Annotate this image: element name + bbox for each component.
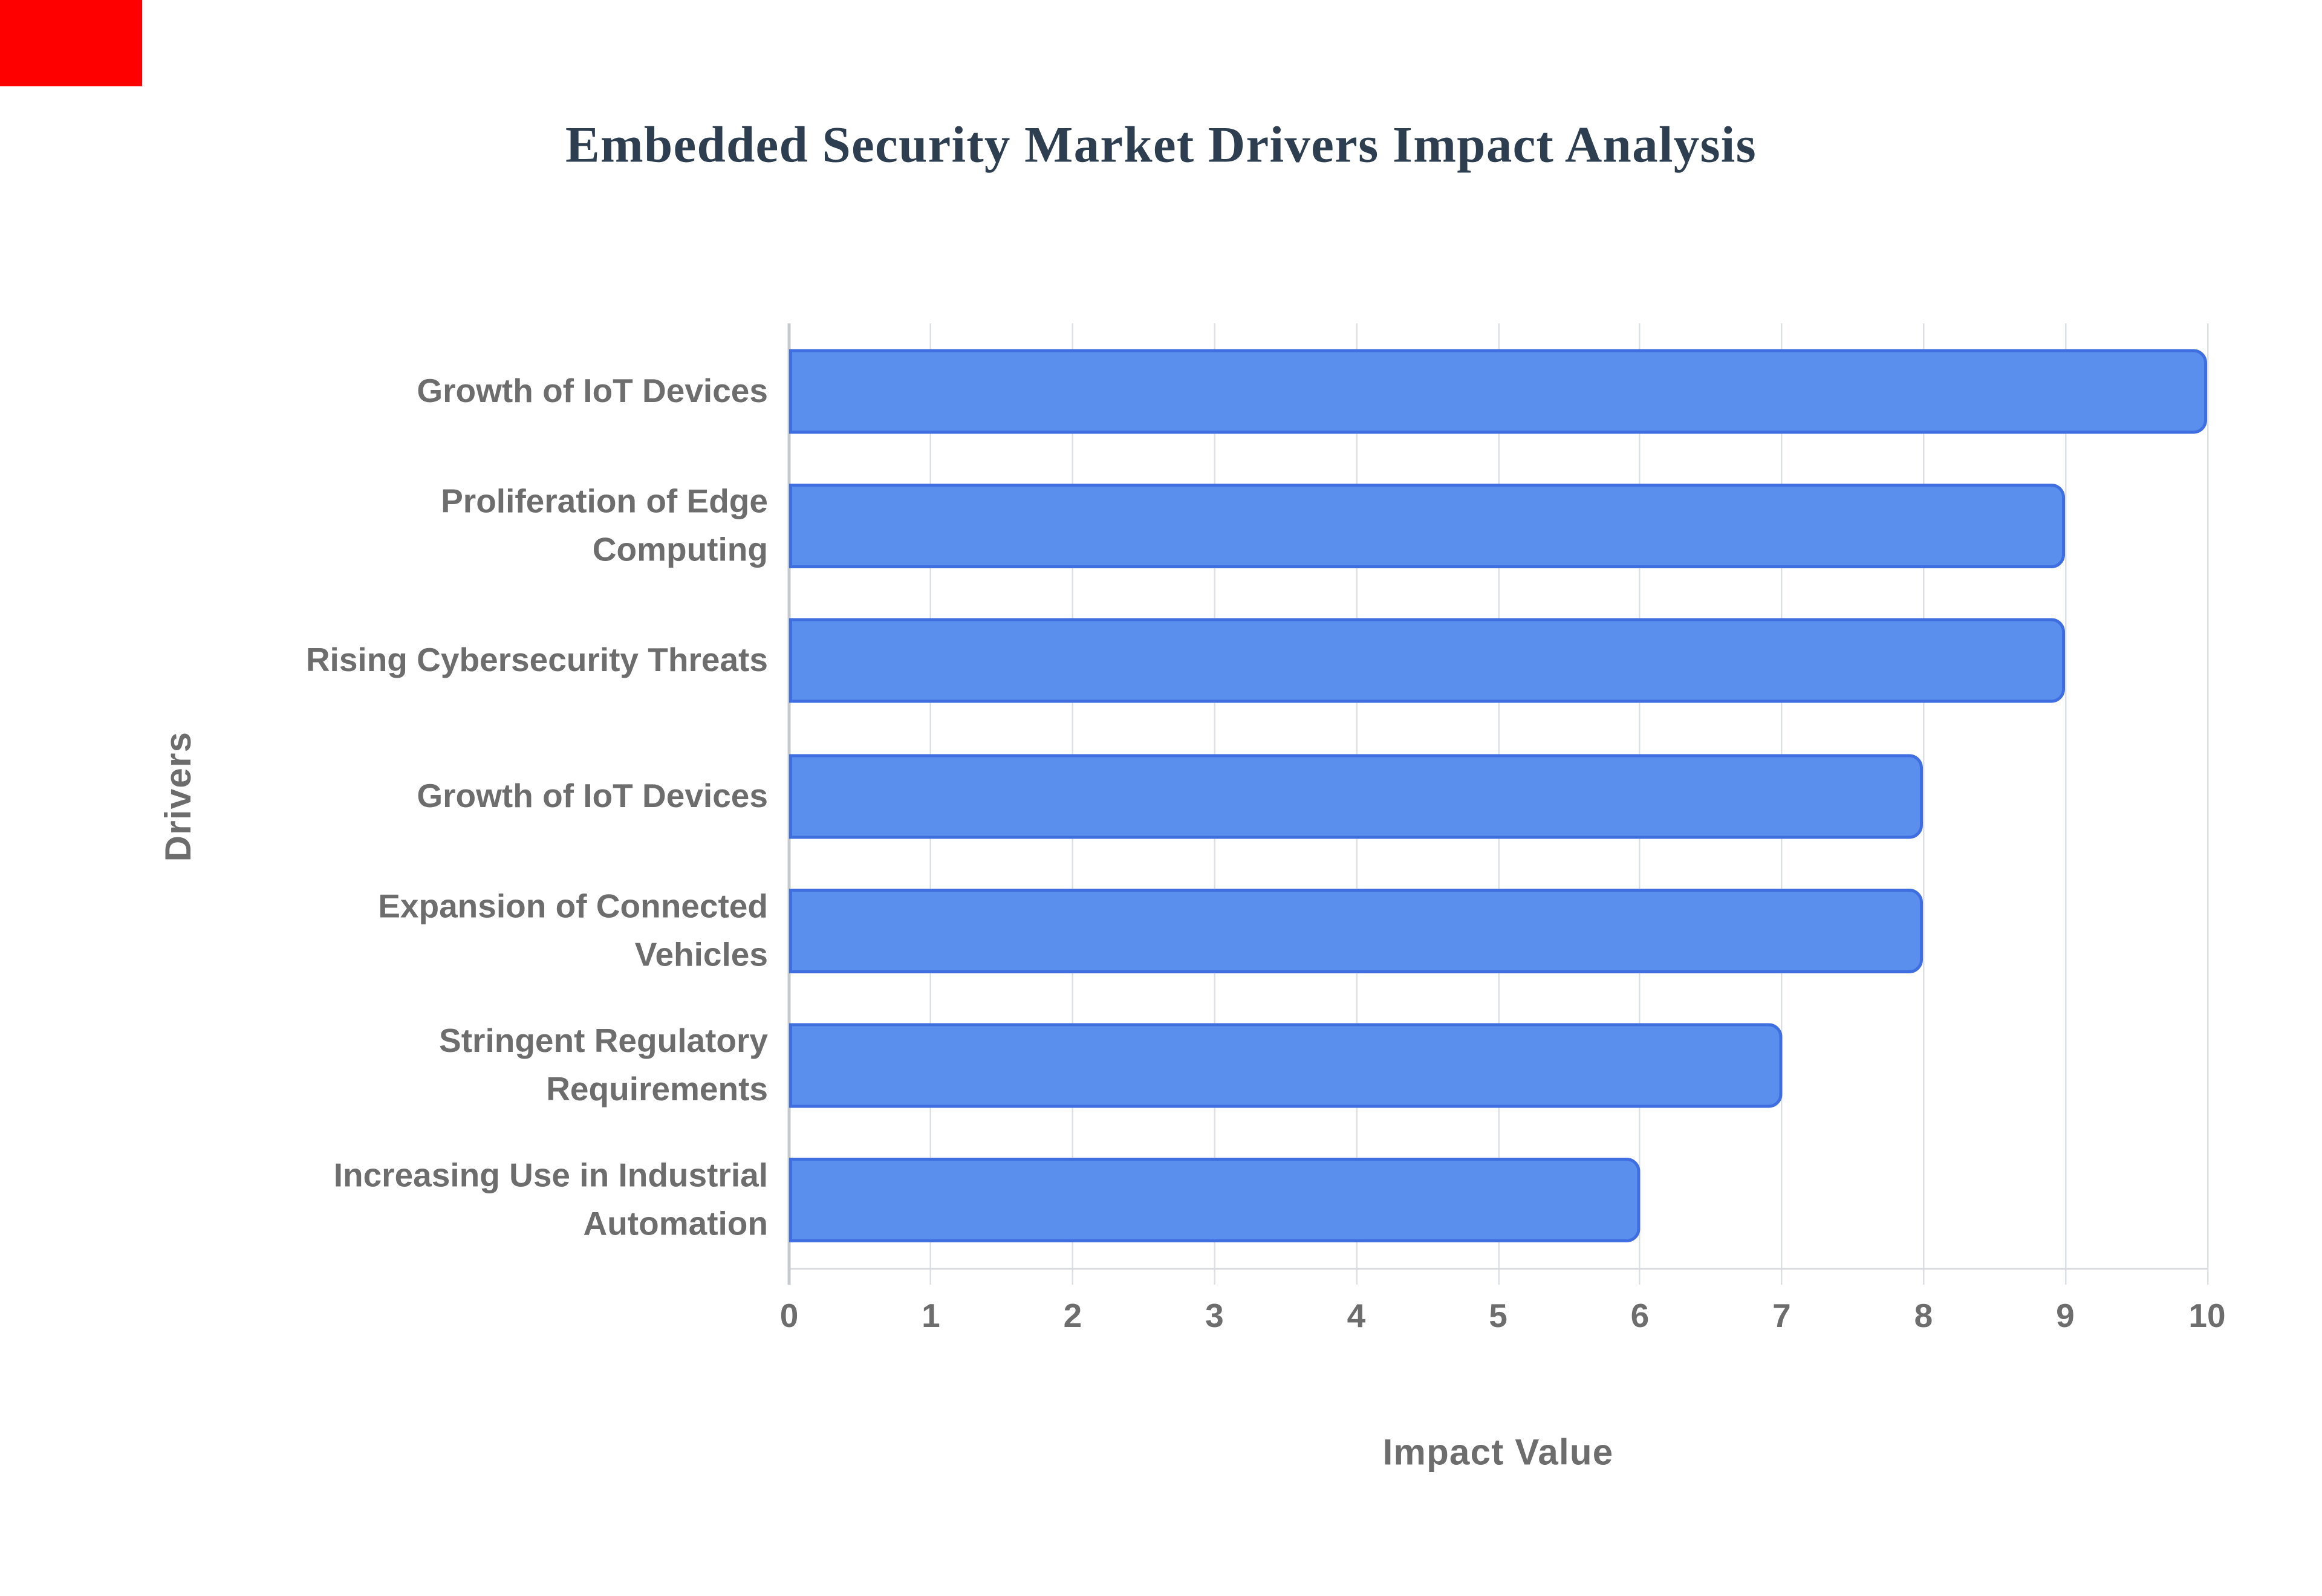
red-marker-overlay: [0, 0, 142, 86]
y-category-label: Rising Cybersecurity Threats: [305, 641, 768, 680]
gridline: [2064, 323, 2066, 1285]
x-tick-label: 10: [2188, 1297, 2226, 1335]
x-tick-label: 4: [1347, 1297, 1366, 1335]
bar: [789, 348, 2207, 433]
bar: [789, 483, 2066, 568]
bar: [789, 888, 1924, 973]
bar: [789, 618, 2066, 704]
y-category-label: Increasing Use in Industrial Automation: [333, 1156, 768, 1243]
chart-title: Embedded Security Market Drivers Impact …: [565, 118, 1757, 174]
x-tick-label: 8: [1914, 1297, 1933, 1335]
bar: [789, 1023, 1782, 1108]
gridline: [1922, 323, 1925, 1285]
y-axis-title: Drivers: [158, 730, 200, 861]
y-category-label: Stringent Regulatory Requirements: [439, 1022, 768, 1108]
x-tick-label: 0: [779, 1297, 799, 1335]
y-category-label: Growth of IoT Devices: [417, 776, 768, 814]
y-category-label: Proliferation of Edge Computing: [441, 482, 768, 568]
x-tick-label: 7: [1772, 1297, 1791, 1335]
x-axis-title: Impact Value: [1382, 1433, 1614, 1474]
y-category-label: Growth of IoT Devices: [417, 371, 768, 409]
x-tick-label: 9: [2056, 1297, 2075, 1335]
gridline: [2206, 323, 2208, 1285]
bar: [789, 753, 1924, 839]
y-category-label: Expansion of Connected Vehicles: [378, 886, 768, 973]
x-tick-label: 2: [1063, 1297, 1082, 1335]
x-tick-label: 5: [1489, 1297, 1507, 1335]
x-axis-baseline: [789, 1267, 2207, 1269]
x-tick-label: 6: [1630, 1297, 1650, 1335]
x-tick-label: 3: [1205, 1297, 1224, 1335]
x-tick-label: 1: [922, 1297, 940, 1335]
bar: [789, 1158, 1640, 1243]
